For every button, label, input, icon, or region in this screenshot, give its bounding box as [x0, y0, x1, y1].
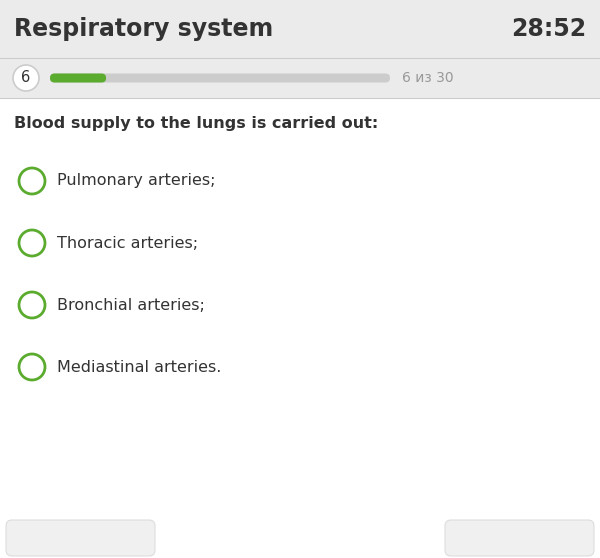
Text: Thoracic arteries;: Thoracic arteries;: [57, 235, 198, 251]
Text: Blood supply to the lungs is carried out:: Blood supply to the lungs is carried out…: [14, 116, 378, 131]
Circle shape: [19, 292, 45, 318]
FancyBboxPatch shape: [50, 74, 106, 83]
FancyBboxPatch shape: [0, 0, 600, 58]
Text: Mediastinal arteries.: Mediastinal arteries.: [57, 359, 221, 374]
Circle shape: [13, 65, 39, 91]
FancyBboxPatch shape: [50, 74, 390, 83]
FancyBboxPatch shape: [6, 520, 155, 556]
Circle shape: [19, 230, 45, 256]
Text: Bronchial arteries;: Bronchial arteries;: [57, 297, 205, 312]
Text: Pulmonary arteries;: Pulmonary arteries;: [57, 174, 215, 189]
Circle shape: [19, 354, 45, 380]
Text: 6: 6: [22, 70, 31, 85]
FancyBboxPatch shape: [445, 520, 594, 556]
FancyBboxPatch shape: [0, 58, 600, 98]
Text: 28:52: 28:52: [511, 17, 586, 41]
Circle shape: [19, 168, 45, 194]
Text: Respiratory system: Respiratory system: [14, 17, 273, 41]
Text: 6 из 30: 6 из 30: [402, 71, 454, 85]
